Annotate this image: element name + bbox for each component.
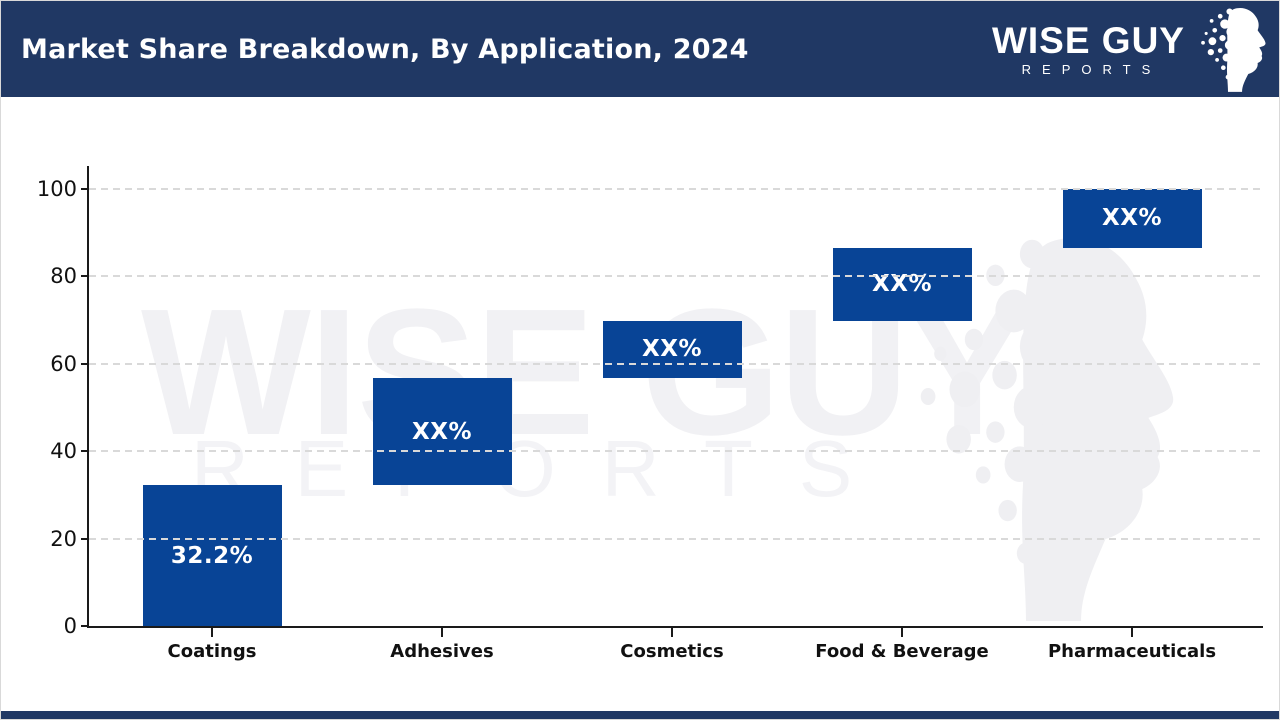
bar-pharmaceuticals: XX% — [1062, 189, 1202, 248]
gridline-60 — [89, 362, 1263, 365]
bar-adhesives: XX% — [372, 377, 512, 486]
bar-value-label: 32.2% — [170, 542, 254, 569]
header-bar: Market Share Breakdown, By Application, … — [1, 1, 1279, 97]
x-tick — [441, 628, 443, 637]
y-tick-label: 0 — [63, 614, 77, 638]
y-tick-60 — [81, 362, 89, 365]
x-category-label: Coatings — [167, 641, 257, 662]
bar-value-label: XX% — [641, 336, 702, 363]
gridline-20 — [89, 537, 1263, 540]
x-category-label: Adhesives — [390, 641, 494, 662]
x-axis-line — [87, 626, 1263, 628]
bar-food-beverage: XX% — [832, 247, 972, 321]
x-tick — [1131, 628, 1133, 637]
y-tick-80 — [81, 275, 89, 278]
logo-wordmark: WISE GUY — [991, 19, 1185, 61]
bar-value-label: XX% — [411, 418, 472, 445]
bar-cosmetics: XX% — [602, 320, 742, 378]
y-tick-40 — [81, 450, 89, 453]
page-title: Market Share Breakdown, By Application, … — [21, 33, 749, 65]
y-tick-20 — [81, 537, 89, 540]
y-axis-line — [87, 166, 89, 628]
x-tick — [211, 628, 213, 637]
logo-text: WISE GUY REPORTS — [992, 22, 1185, 77]
y-tick-label: 40 — [50, 439, 77, 464]
wise-guy-logo: WISE GUY REPORTS — [992, 6, 1279, 92]
bar-value-label: XX% — [1101, 205, 1162, 232]
y-tick-0 — [81, 625, 89, 627]
gridline-100 — [89, 188, 1263, 190]
x-tick — [901, 628, 903, 637]
x-tick — [671, 628, 673, 637]
y-tick-label: 20 — [50, 526, 77, 551]
x-category-label: Food & Beverage — [815, 641, 989, 662]
bar-coatings: 32.2% — [142, 485, 282, 626]
y-tick-100 — [81, 188, 89, 190]
y-tick-label: 60 — [50, 351, 77, 376]
footer-bar — [1, 711, 1279, 719]
x-category-label: Cosmetics — [620, 641, 724, 662]
y-tick-label: 100 — [36, 177, 77, 201]
logo-subtext: REPORTS — [1021, 61, 1162, 77]
gridline-40 — [89, 450, 1263, 453]
y-tick-label: 80 — [50, 264, 77, 289]
gridline-80 — [89, 275, 1263, 278]
x-category-label: Pharmaceuticals — [1047, 641, 1217, 662]
dotted-head-icon — [1201, 8, 1266, 92]
watermark-subtext: REPORTS — [191, 424, 899, 513]
